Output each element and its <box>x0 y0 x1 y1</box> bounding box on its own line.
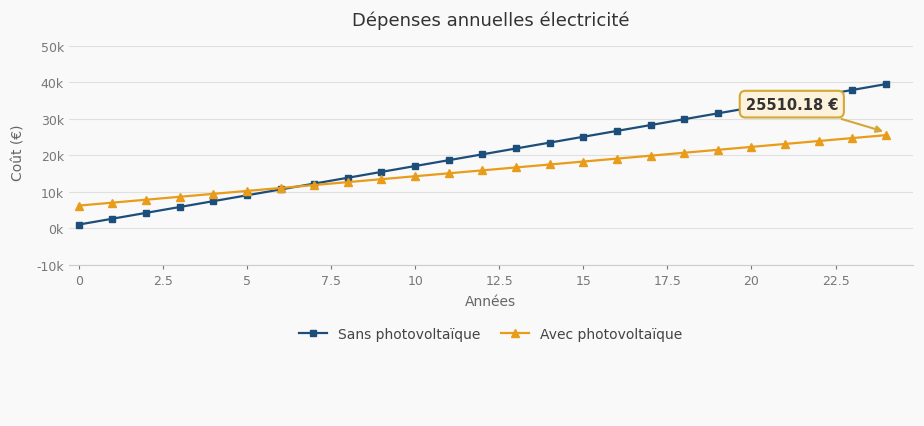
Avec photovoltaïque <box>208 192 219 197</box>
Avec photovoltaïque <box>107 201 118 206</box>
Sans photovoltaïque <box>477 153 488 158</box>
Avec photovoltaïque <box>409 174 420 179</box>
Sans photovoltaïque <box>309 181 320 187</box>
Sans photovoltaïque <box>712 112 723 117</box>
Sans photovoltaïque <box>174 205 185 210</box>
Avec photovoltaïque <box>309 183 320 188</box>
Sans photovoltaïque <box>342 176 353 181</box>
Sans photovoltaïque <box>813 94 824 99</box>
Avec photovoltaïque <box>275 186 286 191</box>
Sans photovoltaïque <box>409 164 420 169</box>
Avec photovoltaïque <box>241 189 252 194</box>
Sans photovoltaïque <box>73 222 84 227</box>
Legend: Sans photovoltaïque, Avec photovoltaïque: Sans photovoltaïque, Avec photovoltaïque <box>292 321 689 348</box>
Text: 25510.18 €: 25510.18 € <box>746 98 881 132</box>
Avec photovoltaïque <box>578 160 589 165</box>
Avec photovoltaïque <box>678 151 689 156</box>
Sans photovoltaïque <box>612 129 623 134</box>
Avec photovoltaïque <box>174 195 185 200</box>
Sans photovoltaïque <box>444 158 455 163</box>
Sans photovoltaïque <box>780 100 791 105</box>
Sans photovoltaïque <box>208 199 219 204</box>
Sans photovoltaïque <box>140 211 152 216</box>
Sans photovoltaïque <box>846 88 857 93</box>
Avec photovoltaïque <box>746 145 757 150</box>
Avec photovoltaïque <box>544 163 555 168</box>
Sans photovoltaïque <box>275 187 286 193</box>
Avec photovoltaïque <box>444 171 455 176</box>
Avec photovoltaïque <box>376 177 387 182</box>
Avec photovoltaïque <box>813 139 824 144</box>
Line: Avec photovoltaïque: Avec photovoltaïque <box>75 132 890 210</box>
Avec photovoltaïque <box>846 136 857 141</box>
Sans photovoltaïque <box>645 123 656 128</box>
Y-axis label: Coût (€): Coût (€) <box>11 124 25 181</box>
Avec photovoltaïque <box>477 168 488 173</box>
Avec photovoltaïque <box>510 165 521 170</box>
Avec photovoltaïque <box>342 180 353 185</box>
X-axis label: Années: Années <box>466 294 517 308</box>
Sans photovoltaïque <box>678 118 689 123</box>
Avec photovoltaïque <box>881 133 892 138</box>
Avec photovoltaïque <box>73 204 84 209</box>
Avec photovoltaïque <box>140 198 152 203</box>
Sans photovoltaïque <box>510 147 521 152</box>
Sans photovoltaïque <box>746 106 757 111</box>
Sans photovoltaïque <box>578 135 589 140</box>
Avec photovoltaïque <box>612 157 623 162</box>
Sans photovoltaïque <box>241 193 252 199</box>
Sans photovoltaïque <box>881 82 892 87</box>
Avec photovoltaïque <box>780 142 791 147</box>
Line: Sans photovoltaïque: Sans photovoltaïque <box>76 81 890 228</box>
Avec photovoltaïque <box>645 154 656 159</box>
Sans photovoltaïque <box>376 170 387 175</box>
Avec photovoltaïque <box>712 148 723 153</box>
Sans photovoltaïque <box>544 141 555 146</box>
Title: Dépenses annuelles électricité: Dépenses annuelles électricité <box>352 11 629 29</box>
Sans photovoltaïque <box>107 217 118 222</box>
